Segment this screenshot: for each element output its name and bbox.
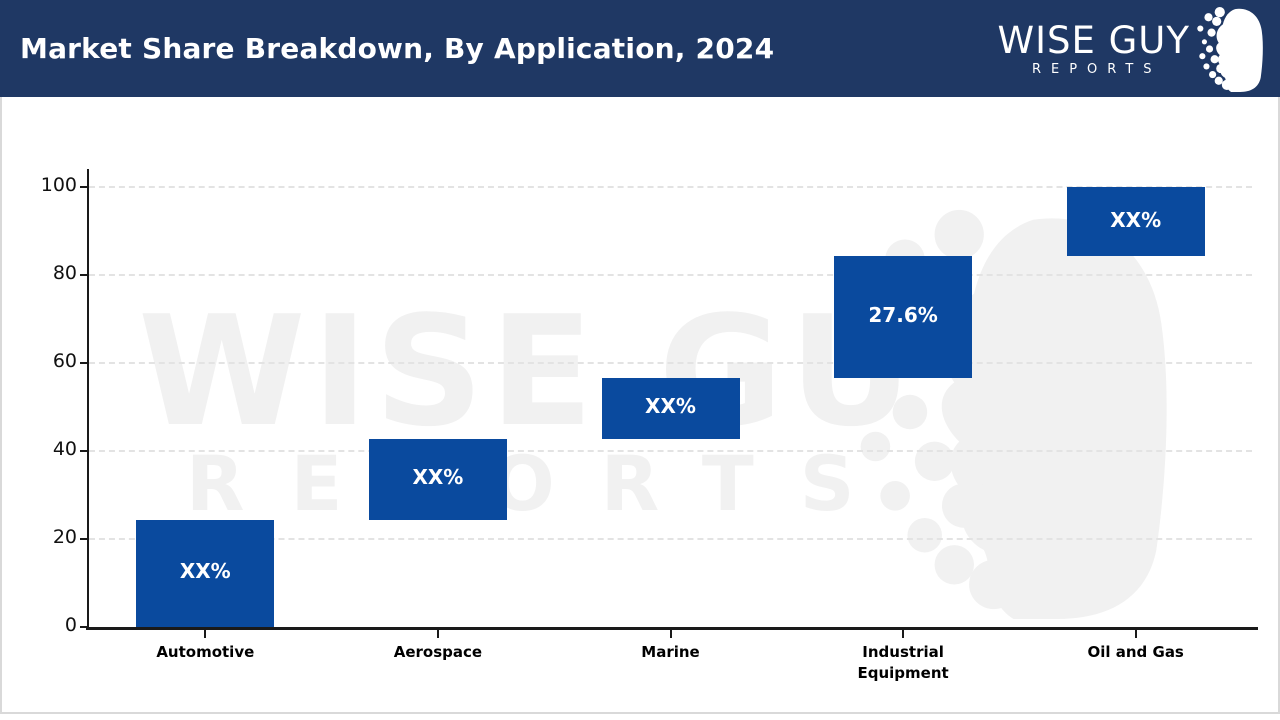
bar-oil-and-gas <box>1066 187 1205 257</box>
gridline-40 <box>89 450 1252 452</box>
y-tick-label: 100 <box>40 174 77 196</box>
x-tick-mark <box>204 630 207 638</box>
y-tick-mark <box>80 186 89 188</box>
bar-value-label-marine: XX% <box>645 394 696 419</box>
y-tick-mark <box>80 626 89 628</box>
y-tick-mark <box>80 450 89 452</box>
y-tick-label: 20 <box>52 526 77 548</box>
x-category-label-oil-and-gas: Oil and Gas <box>1087 643 1184 661</box>
x-category-label-marine: Marine <box>641 643 700 661</box>
watermark-reports-text: REPORTS <box>186 439 901 528</box>
y-tick-mark <box>80 362 89 364</box>
x-tick-mark <box>1134 630 1137 638</box>
y-tick-label: 80 <box>52 262 77 284</box>
logo-text: WISE GUY REPORTS <box>998 22 1190 76</box>
y-tick-label: 0 <box>64 614 77 636</box>
y-tick-mark <box>80 274 89 276</box>
bar-value-label-automotive: XX% <box>179 559 231 584</box>
gridline-60 <box>89 362 1252 364</box>
x-category-label-aerospace: Aerospace <box>393 643 483 661</box>
header: Market Share Breakdown, By Application, … <box>0 0 1280 97</box>
x-category-label-industrial-equipment: Industrial Equipment <box>857 643 949 682</box>
chart-area: WISE GUY REPORTS 0 20 40 60 80 100 XX% Automoti… <box>0 97 1280 715</box>
wiseguy-logo: WISE GUY REPORTS <box>998 6 1266 92</box>
x-tick-mark <box>669 630 672 638</box>
x-axis <box>86 627 1258 630</box>
x-tick-mark <box>902 630 905 638</box>
gridline-20 <box>89 538 1252 540</box>
x-category-label-automotive: Automotive <box>156 643 255 661</box>
x-tick-mark <box>436 630 439 638</box>
gridline-100 <box>89 186 1252 188</box>
wiseguy-face-icon <box>1197 6 1263 92</box>
bar-value-label-aerospace: XX% <box>412 465 464 490</box>
bar-aerospace <box>368 438 507 520</box>
y-axis <box>87 169 89 630</box>
gridline-80 <box>89 274 1252 276</box>
bar-value-label-industrial-equipment: 27.6% <box>868 302 938 327</box>
y-tick-label: 60 <box>52 350 77 372</box>
bar-industrial-equipment <box>834 256 973 378</box>
bar-value-label-oil-and-gas: XX% <box>1110 207 1162 232</box>
logo-reports-text: REPORTS <box>1031 61 1162 77</box>
y-tick-mark <box>80 538 89 540</box>
y-tick-label: 40 <box>52 438 77 460</box>
plot: 0 20 40 60 80 100 XX% Automotive XX% Aerospace XX%… <box>0 97 1280 715</box>
bar-automotive <box>136 519 275 627</box>
logo-brand-text: WISE GUY <box>997 18 1190 62</box>
bar-marine <box>601 377 740 439</box>
chart-title: Market Share Breakdown, By Application, … <box>20 32 775 65</box>
